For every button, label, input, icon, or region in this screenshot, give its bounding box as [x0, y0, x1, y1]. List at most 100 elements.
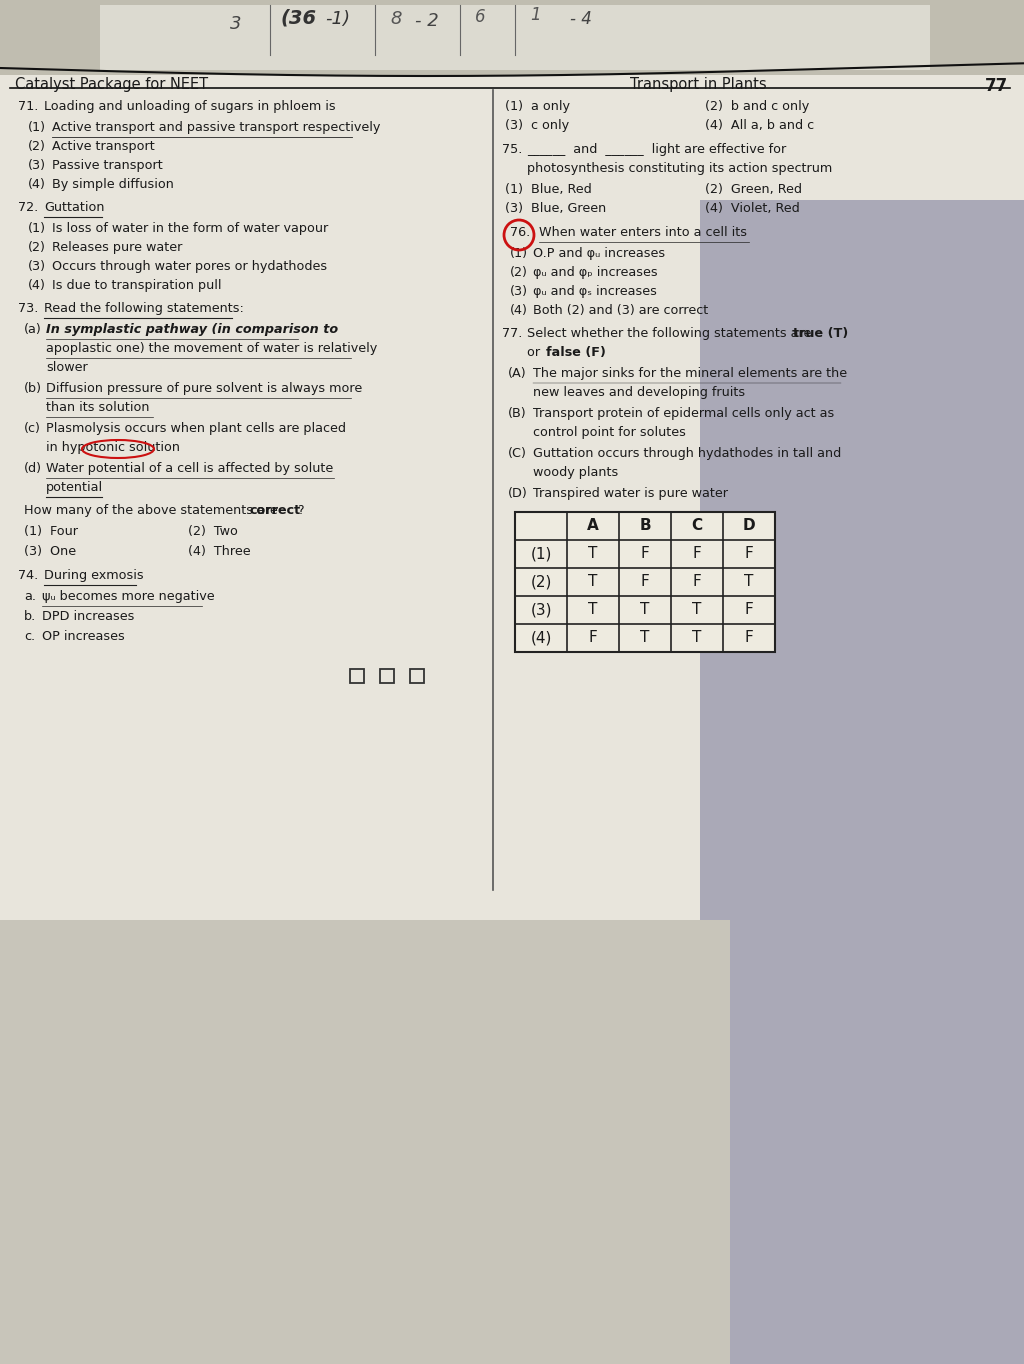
- Text: or: or: [527, 346, 544, 359]
- Text: F: F: [744, 630, 754, 645]
- Text: control point for solutes: control point for solutes: [534, 426, 686, 439]
- Text: 77: 77: [985, 76, 1009, 95]
- Text: 6: 6: [475, 8, 485, 26]
- Text: T: T: [589, 574, 598, 589]
- Text: (4)  Violet, Red: (4) Violet, Red: [705, 202, 800, 216]
- Text: F: F: [589, 630, 597, 645]
- Bar: [515, 512, 775, 652]
- Text: Releases pure water: Releases pure water: [52, 241, 182, 254]
- Text: (4): (4): [28, 280, 46, 292]
- Text: a.: a.: [24, 591, 36, 603]
- Text: Guttation: Guttation: [44, 201, 104, 214]
- Text: (2): (2): [510, 266, 528, 280]
- Text: (1): (1): [530, 547, 552, 562]
- Text: (3): (3): [28, 160, 46, 172]
- Text: false (F): false (F): [546, 346, 606, 359]
- Text: 76.: 76.: [510, 226, 530, 239]
- Text: D: D: [742, 518, 756, 533]
- Bar: [0, 919, 730, 1364]
- Text: (2)  Two: (2) Two: [188, 525, 238, 537]
- Text: Both (2) and (3) are correct: Both (2) and (3) are correct: [534, 304, 709, 316]
- Text: Plasmolysis occurs when plant cells are placed: Plasmolysis occurs when plant cells are …: [46, 421, 346, 435]
- Text: Occurs through water pores or hydathodes: Occurs through water pores or hydathodes: [52, 261, 327, 273]
- Text: (C): (C): [508, 447, 527, 460]
- Text: DPD increases: DPD increases: [42, 610, 134, 623]
- Text: F: F: [744, 547, 754, 562]
- Text: (1): (1): [28, 222, 46, 235]
- Text: 77.: 77.: [502, 327, 522, 340]
- Text: T: T: [589, 547, 598, 562]
- Text: How many of the above statements are: How many of the above statements are: [24, 505, 282, 517]
- Bar: [350, 668, 364, 683]
- Text: - 4: - 4: [570, 10, 592, 29]
- Text: (2): (2): [530, 574, 552, 589]
- Text: correct: correct: [250, 505, 301, 517]
- Text: (36: (36: [280, 8, 316, 27]
- Text: During exmosis: During exmosis: [44, 569, 143, 582]
- Text: (4)  All a, b and c: (4) All a, b and c: [705, 119, 814, 132]
- Text: (2)  Green, Red: (2) Green, Red: [705, 183, 802, 196]
- Text: (3)  One: (3) One: [24, 546, 76, 558]
- Text: F: F: [641, 574, 649, 589]
- Bar: [0, 0, 1024, 75]
- Text: (4): (4): [28, 177, 46, 191]
- Text: O.P and φᵤ increases: O.P and φᵤ increases: [534, 247, 666, 261]
- Text: Is due to transpiration pull: Is due to transpiration pull: [52, 280, 221, 292]
- Text: T: T: [692, 603, 701, 618]
- Text: (4): (4): [530, 630, 552, 645]
- Text: (c): (c): [24, 421, 41, 435]
- Text: F: F: [641, 547, 649, 562]
- Text: (4): (4): [510, 304, 528, 316]
- Text: (d): (d): [24, 462, 42, 475]
- Text: Guttation occurs through hydathodes in tall and: Guttation occurs through hydathodes in t…: [534, 447, 842, 460]
- Text: ______  and  ______  light are effective for: ______ and ______ light are effective fo…: [527, 143, 786, 155]
- Text: potential: potential: [46, 481, 103, 494]
- Text: Read the following statements:: Read the following statements:: [44, 301, 244, 315]
- Bar: [100, 5, 930, 70]
- Text: in hypotonic solution: in hypotonic solution: [46, 441, 180, 454]
- Text: Loading and unloading of sugars in phloem is: Loading and unloading of sugars in phloe…: [44, 100, 336, 113]
- Text: (b): (b): [24, 382, 42, 396]
- Text: 74.: 74.: [18, 569, 38, 582]
- Text: (3)  c only: (3) c only: [505, 119, 569, 132]
- Text: (2): (2): [28, 140, 46, 153]
- Text: φᵤ and φₚ increases: φᵤ and φₚ increases: [534, 266, 657, 280]
- Text: new leaves and developing fruits: new leaves and developing fruits: [534, 386, 745, 400]
- Text: ψᵤ becomes more negative: ψᵤ becomes more negative: [42, 591, 215, 603]
- Text: b.: b.: [24, 610, 36, 623]
- Text: (1): (1): [28, 121, 46, 134]
- Text: 8: 8: [390, 10, 401, 29]
- Text: T: T: [640, 630, 649, 645]
- Text: ?: ?: [294, 505, 304, 517]
- Text: Transport in Plants: Transport in Plants: [630, 76, 767, 91]
- Text: than its solution: than its solution: [46, 401, 150, 415]
- Text: T: T: [589, 603, 598, 618]
- Text: F: F: [692, 574, 701, 589]
- Text: slower: slower: [46, 361, 88, 374]
- Text: Passive transport: Passive transport: [52, 160, 163, 172]
- Text: (2)  b and c only: (2) b and c only: [705, 100, 809, 113]
- Text: (1)  Four: (1) Four: [24, 525, 78, 537]
- Text: 1: 1: [530, 5, 541, 25]
- Text: true (T): true (T): [793, 327, 848, 340]
- Text: (4)  Three: (4) Three: [188, 546, 251, 558]
- Text: C: C: [691, 518, 702, 533]
- Text: 75.: 75.: [502, 143, 522, 155]
- Text: Transpired water is pure water: Transpired water is pure water: [534, 487, 728, 501]
- Text: Is loss of water in the form of water vapour: Is loss of water in the form of water va…: [52, 222, 329, 235]
- Text: (3): (3): [28, 261, 46, 273]
- Text: By simple diffusion: By simple diffusion: [52, 177, 174, 191]
- Text: (1)  Blue, Red: (1) Blue, Red: [505, 183, 592, 196]
- Text: 71.: 71.: [18, 100, 38, 113]
- Text: -1): -1): [325, 10, 350, 29]
- Text: (A): (A): [508, 367, 526, 381]
- Text: (3): (3): [510, 285, 528, 297]
- Text: T: T: [640, 603, 649, 618]
- Text: - 2: - 2: [415, 12, 438, 30]
- Text: 73.: 73.: [18, 301, 38, 315]
- Text: 3: 3: [230, 15, 242, 33]
- Text: OP increases: OP increases: [42, 630, 125, 642]
- Text: (B): (B): [508, 406, 526, 420]
- Text: photosynthesis constituting its action spectrum: photosynthesis constituting its action s…: [527, 162, 833, 175]
- Text: (2): (2): [28, 241, 46, 254]
